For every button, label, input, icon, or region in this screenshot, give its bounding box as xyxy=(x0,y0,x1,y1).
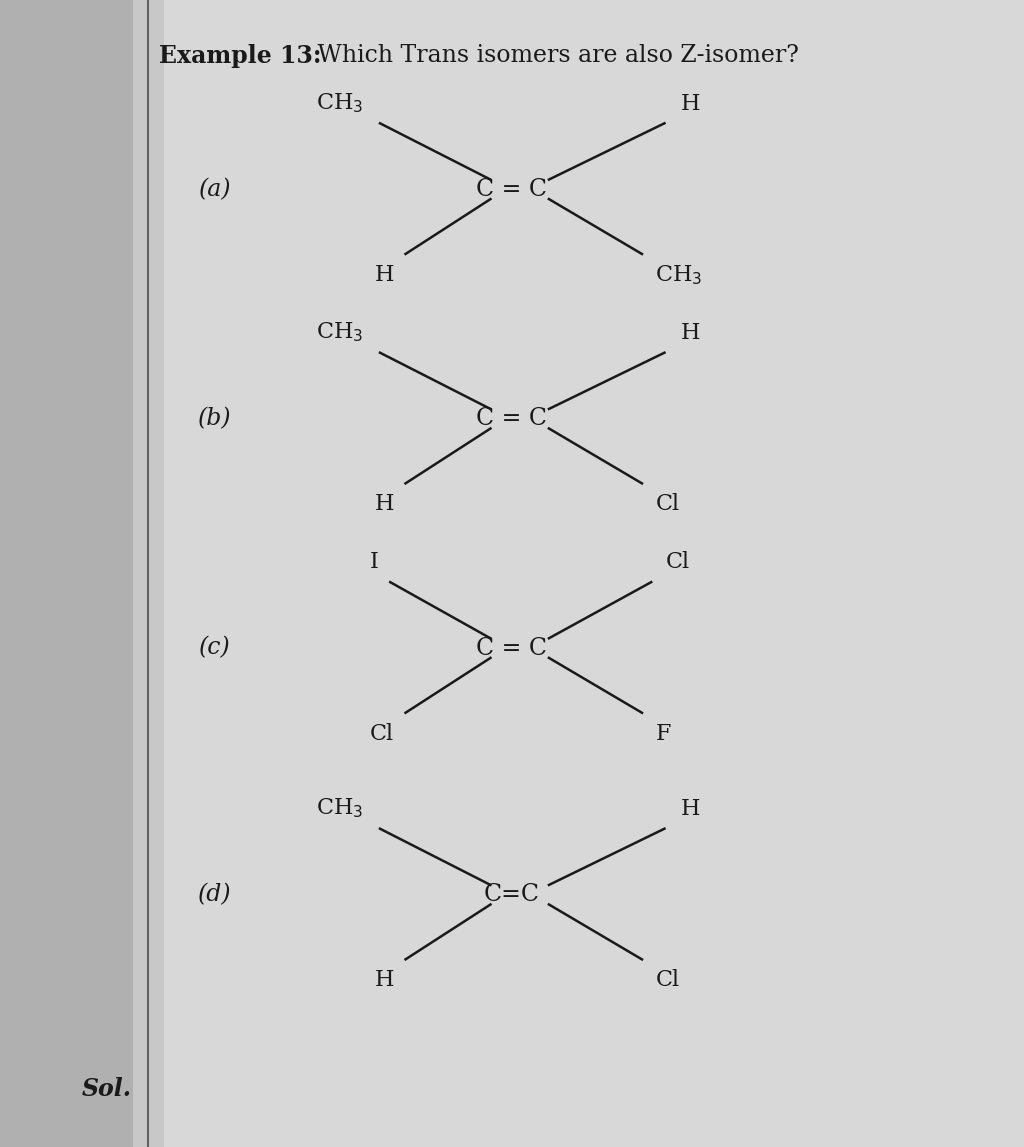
Text: C = C: C = C xyxy=(476,407,548,430)
Text: Cl: Cl xyxy=(370,723,394,744)
Text: C=C: C=C xyxy=(484,883,540,906)
Text: Which Trans isomers are also Z-isomer?: Which Trans isomers are also Z-isomer? xyxy=(310,44,799,67)
Text: (c): (c) xyxy=(199,637,231,660)
Text: Cl: Cl xyxy=(666,552,690,574)
Text: C = C: C = C xyxy=(476,637,548,660)
FancyBboxPatch shape xyxy=(133,0,1024,1147)
Text: Sol.: Sol. xyxy=(82,1077,132,1101)
FancyBboxPatch shape xyxy=(133,0,164,1147)
Text: Cl: Cl xyxy=(655,969,680,991)
Text: H: H xyxy=(681,93,700,115)
Text: Cl: Cl xyxy=(655,493,680,515)
Text: H: H xyxy=(375,969,394,991)
FancyBboxPatch shape xyxy=(0,0,133,1147)
Text: (d): (d) xyxy=(199,883,231,906)
Text: H: H xyxy=(375,493,394,515)
Text: (a): (a) xyxy=(199,178,231,201)
Text: CH$_3$: CH$_3$ xyxy=(316,796,364,820)
Text: (b): (b) xyxy=(199,407,231,430)
Text: F: F xyxy=(655,723,671,744)
Text: C = C: C = C xyxy=(476,178,548,201)
Text: Example 13:: Example 13: xyxy=(159,44,322,68)
Text: I: I xyxy=(370,552,379,574)
Text: CH$_3$: CH$_3$ xyxy=(316,320,364,344)
Text: H: H xyxy=(681,798,700,820)
Text: H: H xyxy=(681,322,700,344)
Text: CH$_3$: CH$_3$ xyxy=(316,91,364,115)
Text: CH$_3$: CH$_3$ xyxy=(655,264,702,288)
Text: H: H xyxy=(375,264,394,286)
